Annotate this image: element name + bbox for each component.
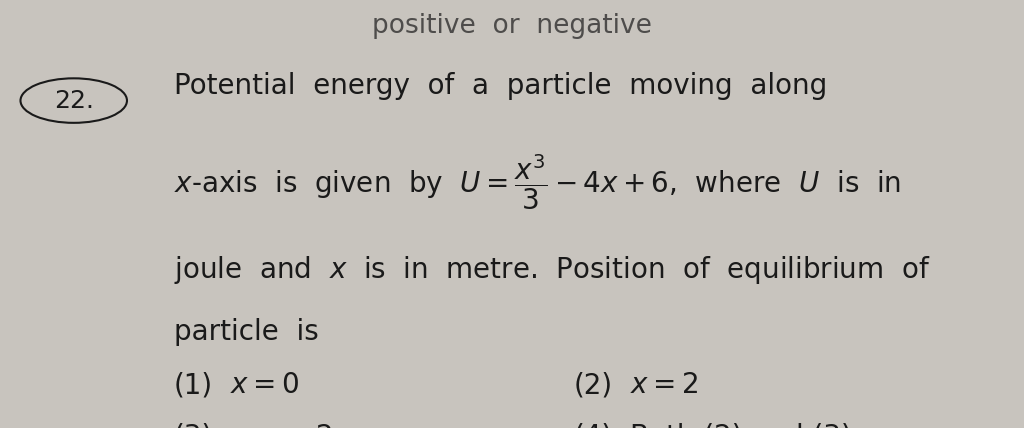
Text: Potential  energy  of  a  particle  moving  along: Potential energy of a particle moving al… (174, 71, 827, 100)
Text: $x = 2$: $x = 2$ (630, 371, 697, 399)
Text: 22.: 22. (53, 89, 94, 113)
Text: (1): (1) (174, 371, 213, 399)
Text: $x$-axis  is  given  by  $U = \dfrac{x^3}{3} - 4x + 6$,  where  $U$  is  in: $x$-axis is given by $U = \dfrac{x^3}{3}… (174, 152, 901, 212)
Text: positive  or  negative: positive or negative (372, 13, 652, 39)
Text: (2): (2) (573, 371, 612, 399)
Text: joule  and  $x$  is  in  metre.  Position  of  equilibrium  of: joule and $x$ is in metre. Position of e… (174, 254, 931, 285)
Text: $x = 0$: $x = 0$ (230, 371, 299, 399)
Text: (3): (3) (174, 422, 213, 428)
Text: $x = -2$: $x = -2$ (230, 422, 333, 428)
Text: Both (2) and (3): Both (2) and (3) (630, 422, 852, 428)
Text: particle  is: particle is (174, 318, 318, 346)
Text: (4): (4) (573, 422, 612, 428)
